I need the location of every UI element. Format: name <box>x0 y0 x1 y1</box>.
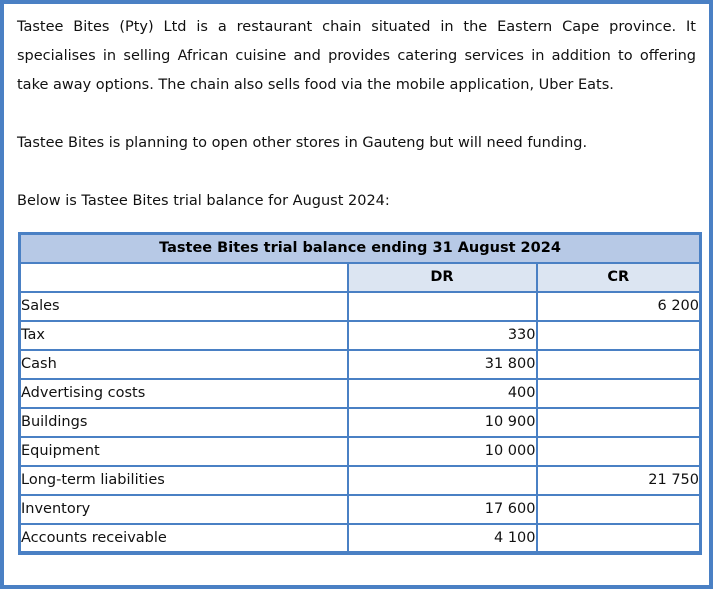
account-label-cell: Buildings <box>18 406 349 438</box>
cr-value-cell <box>535 319 702 351</box>
column-header-dr: DR <box>346 261 538 293</box>
dr-value-cell <box>346 464 538 496</box>
table-row: Tax 330 <box>18 319 702 351</box>
table-row: Sales 6 200 <box>18 290 702 322</box>
trial-balance-table: Tastee Bites trial balance ending 31 Aug… <box>18 232 703 555</box>
cr-value-cell: 21 750 <box>535 464 702 496</box>
table-row: Accounts receivable 4 100 <box>18 522 702 554</box>
table-row: Long-term liabilities 21 750 <box>18 464 702 496</box>
table-title-row: Tastee Bites trial balance ending 31 Aug… <box>18 232 702 264</box>
account-label-cell: Equipment <box>18 435 349 467</box>
column-header-cr: CR <box>535 261 702 293</box>
account-label-cell: Advertising costs <box>18 377 349 409</box>
table-row: Cash 31 800 <box>18 348 702 380</box>
account-label-cell: Tax <box>18 319 349 351</box>
table-title: Tastee Bites trial balance ending 31 Aug… <box>18 232 702 264</box>
account-label-cell: Inventory <box>18 493 349 525</box>
cr-value-cell <box>535 406 702 438</box>
table-row: Advertising costs 400 <box>18 377 702 409</box>
table-row: Buildings 10 900 <box>18 406 702 438</box>
table-row: Equipment 10 000 <box>18 435 702 467</box>
cr-value-cell: 6 200 <box>535 290 702 322</box>
column-header-blank <box>18 261 349 293</box>
dr-value-cell: 400 <box>346 377 538 409</box>
dr-value-cell: 17 600 <box>346 493 538 525</box>
cr-value-cell <box>535 493 702 525</box>
intro-paragraph: Tastee Bites (Pty) Ltd is a restaurant c… <box>17 19 696 93</box>
table-lead-in-paragraph: Below is Tastee Bites trial balance for … <box>17 193 390 209</box>
dr-value-cell: 330 <box>346 319 538 351</box>
funding-paragraph: Tastee Bites is planning to open other s… <box>17 135 588 151</box>
account-label-cell: Accounts receivable <box>18 522 349 554</box>
cr-value-cell <box>535 522 702 554</box>
table-row: Inventory 17 600 <box>18 493 702 525</box>
account-label-cell: Cash <box>18 348 349 380</box>
dr-value-cell: 31 800 <box>346 348 538 380</box>
dr-value-cell: 4 100 <box>346 522 538 554</box>
account-label-cell: Sales <box>18 290 349 322</box>
dr-value-cell: 10 900 <box>346 406 538 438</box>
cr-value-cell <box>535 348 702 380</box>
cr-value-cell <box>535 435 702 467</box>
cr-value-cell <box>535 377 702 409</box>
table-header-row: DR CR <box>18 261 702 293</box>
account-label-cell: Long-term liabilities <box>18 464 349 496</box>
dr-value-cell <box>346 290 538 322</box>
dr-value-cell: 10 000 <box>346 435 538 467</box>
